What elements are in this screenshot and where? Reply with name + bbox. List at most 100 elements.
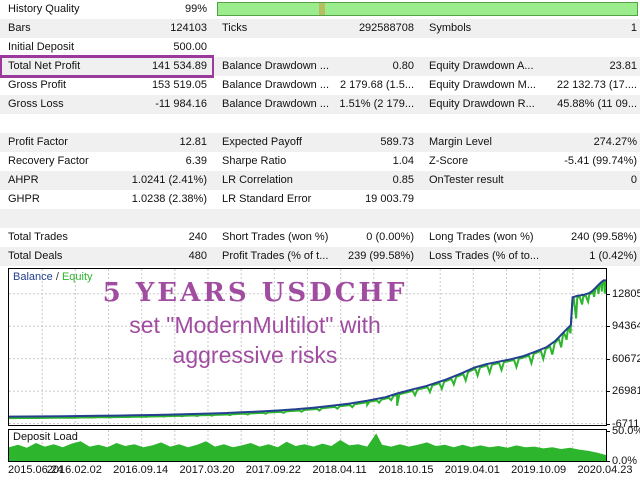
chart-legend: Balance / Equity (13, 271, 93, 283)
legend-separator: / (52, 271, 62, 283)
stat-label: Balance Drawdown ... (222, 60, 329, 72)
x-axis-label: 2017.09.22 (245, 464, 301, 476)
history-quality-bar (217, 2, 638, 16)
y-axis-label: 128055 (612, 288, 640, 300)
stat-value: -5.41 (99.74%) (564, 155, 637, 167)
stat-cell (0, 114, 213, 133)
stat-label: Total Trades (8, 231, 68, 243)
y-axis-label: -6711 (612, 418, 640, 430)
y-axis-label: 50.0% (612, 425, 640, 437)
x-axis-label: 2018.10.15 (378, 464, 434, 476)
y-axis-tick (606, 424, 610, 425)
stat-value: 153 519.05 (151, 79, 207, 91)
stat-label: Equity Drawdown R... (429, 98, 535, 110)
stat-cell: Long Trades (won %) 240 (99.58%) (420, 228, 640, 247)
stat-label: LR Standard Error (222, 193, 312, 205)
stat-label: Total Deals (8, 250, 63, 262)
stat-row: Gross Profit 153 519.05 Balance Drawdown .… (0, 76, 640, 95)
stat-label: Expected Payoff (222, 136, 302, 148)
stat-cell (213, 38, 420, 57)
stat-cell: LR Correlation 0.85 (213, 171, 420, 190)
stat-cell: Gross Loss -11 984.16 (0, 95, 213, 114)
stat-value: 239 (99.58%) (347, 250, 414, 262)
stat-cell: Equity Drawdown M... 22 132.73 (17.... (420, 76, 640, 95)
balance-equity-chart (8, 268, 608, 426)
stat-cell: Short Trades (won %) 0 (0.00%) (213, 228, 420, 247)
stat-value: 19 003.79 (365, 193, 414, 205)
stat-label: Gross Loss (8, 98, 64, 110)
y-axis-label: 26981 (612, 385, 640, 397)
stat-value: 240 (99.58%) (570, 231, 637, 243)
x-axis-label: 2016.09.14 (113, 464, 169, 476)
stat-value: 45.88% (11 09... (557, 98, 637, 110)
stat-row: Gross Loss -11 984.16 Balance Drawdown ...… (0, 95, 640, 114)
stat-cell: Equity Drawdown R... 45.88% (11 09... (420, 95, 640, 114)
stat-label: Z-Score (429, 155, 469, 167)
stat-value: 1.51% (2 179... (339, 98, 414, 110)
stat-label: OnTester result (429, 174, 504, 186)
stat-value: 141 534.89 (151, 60, 207, 72)
stat-cell (0, 209, 213, 228)
y-axis-label: 0.0% (612, 455, 638, 467)
stat-cell (213, 209, 420, 228)
stat-label: Loss Trades (% of to... (429, 250, 540, 262)
stat-value: 124103 (170, 22, 207, 34)
stat-label: Total Net Profit (8, 60, 81, 72)
stat-label: Recovery Factor (8, 155, 89, 167)
stat-cell (420, 209, 640, 228)
stat-cell: Z-Score -5.41 (99.74%) (420, 152, 640, 171)
stat-cell: Sharpe Ratio 1.04 (213, 152, 420, 171)
x-axis-label: 2016.02.02 (46, 464, 102, 476)
stat-row (0, 114, 640, 133)
stat-cell: Equity Drawdown A... 23.81 (420, 57, 640, 76)
stat-cell (213, 114, 420, 133)
stat-row: Bars 124103 Ticks 292588708 Symbols 1 (0, 19, 640, 38)
stat-row: AHPR 1.0241 (2.41%) LR Correlation 0.85 OnTe… (0, 171, 640, 190)
stat-label: Symbols (429, 22, 472, 34)
stat-row: History Quality 99% (0, 0, 640, 19)
stat-value: 0 (0.00%) (366, 231, 414, 243)
stat-value: 2 179.68 (1.5... (340, 79, 414, 91)
stat-row: Recovery Factor 6.39 Sharpe Ratio 1.04 Z-Sco… (0, 152, 640, 171)
stat-value: 99% (184, 3, 207, 15)
stat-value: 6.39 (185, 155, 207, 167)
stat-value: 292588708 (358, 22, 414, 34)
stat-value: 1 (0.42%) (589, 250, 637, 262)
stat-cell (420, 190, 640, 209)
stat-value: 240 (188, 231, 207, 243)
stat-cell: Bars 124103 (0, 19, 213, 38)
stat-row: Total Deals 480 Profit Trades (% of t... 23… (0, 247, 640, 266)
y-axis-label: 94364 (612, 320, 640, 332)
deposit-load-plot (9, 430, 606, 461)
x-axis-label: 2017.03.20 (179, 464, 235, 476)
stat-value: -11 984.16 (155, 98, 207, 110)
y-axis-tick (606, 326, 610, 327)
stat-value: 23.81 (609, 60, 637, 72)
stat-label: Equity Drawdown M... (429, 79, 536, 91)
stat-value: 589.73 (380, 136, 414, 148)
y-axis-tick (606, 294, 610, 295)
legend-balance-label: Balance (13, 271, 53, 283)
stat-row: Profit Factor 12.81 Expected Payoff 589.73 M… (0, 133, 640, 152)
history-quality-gap (318, 3, 325, 15)
stat-label: AHPR (8, 174, 39, 186)
stat-value: 0.80 (392, 60, 414, 72)
stat-row: Initial Deposit 500.00 (0, 38, 640, 57)
stat-cell: Initial Deposit 500.00 (0, 38, 213, 57)
stat-label: Balance Drawdown ... (222, 79, 329, 91)
stat-cell: Profit Trades (% of t... 239 (99.58%) (213, 247, 420, 266)
stat-label: GHPR (8, 193, 40, 205)
stat-cell: GHPR 1.0238 (2.38%) (0, 190, 213, 209)
x-axis-label: 2015.06.24 (8, 464, 64, 476)
stat-value: 1 (630, 22, 637, 34)
stats-table: History Quality 99% Bars 124103 Ticks 2925887… (0, 0, 640, 266)
stat-row: GHPR 1.0238 (2.38%) LR Standard Error 19 00… (0, 190, 640, 209)
y-axis-tick (606, 359, 610, 360)
stat-cell: Balance Drawdown ... 1.51% (2 179... (213, 95, 420, 114)
stat-value: 12.81 (179, 136, 207, 148)
stat-label: Long Trades (won %) (429, 231, 534, 243)
stat-cell: Balance Drawdown ... 2 179.68 (1.5... (213, 76, 420, 95)
stat-cell (420, 38, 640, 57)
x-axis-label: 2018.04.11 (312, 464, 367, 476)
stat-label: Ticks (222, 22, 248, 34)
